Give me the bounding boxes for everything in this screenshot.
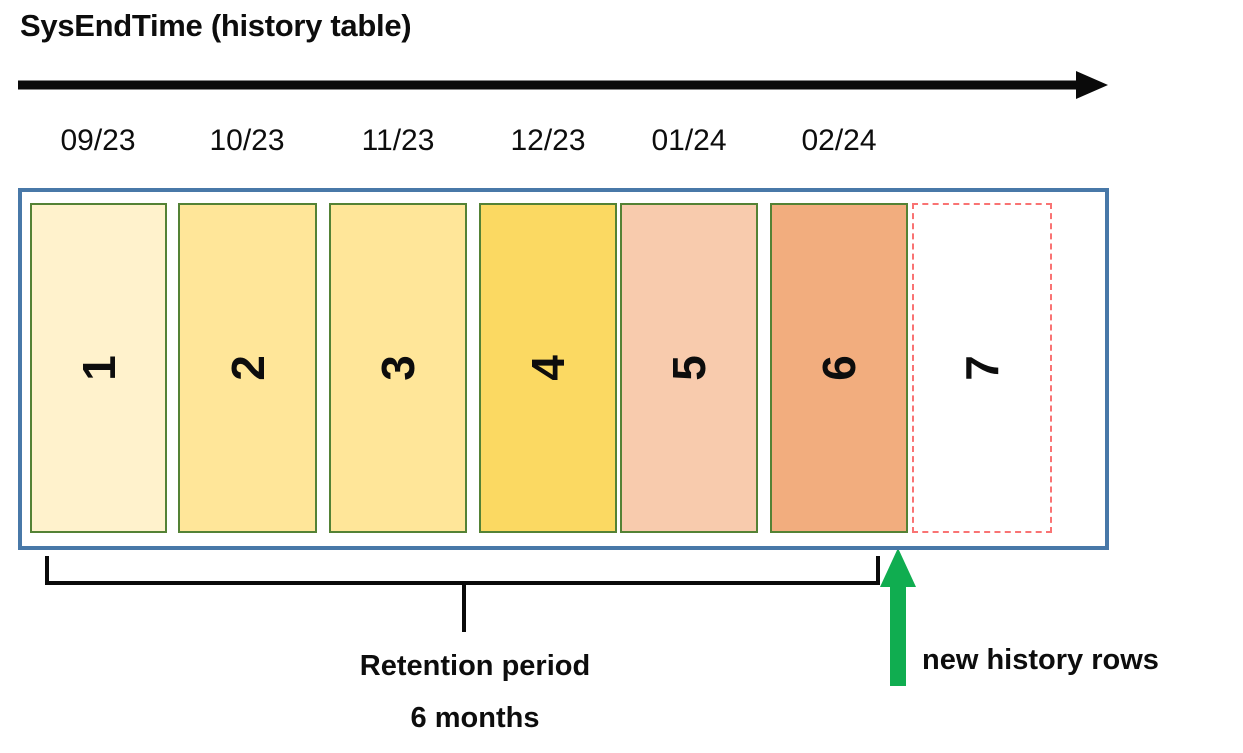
month-label: 12/23	[510, 124, 586, 157]
month-label: 09/23	[60, 124, 136, 157]
month-label: 11/23	[361, 124, 435, 157]
partition-5: 5	[620, 203, 758, 533]
partition-1: 1	[30, 203, 167, 533]
partition-number: 6	[813, 355, 865, 381]
partition-2: 2	[178, 203, 317, 533]
month-label: 02/24	[801, 124, 877, 157]
partition-number: 7	[956, 355, 1008, 381]
green-arrowhead	[880, 548, 916, 587]
partition-number: 2	[221, 355, 274, 381]
retention-bracket	[45, 556, 880, 632]
new-history-rows-arrow-icon	[880, 548, 916, 686]
partition-4: 4	[479, 203, 617, 533]
timeline-arrowhead	[1076, 71, 1108, 99]
month-label: 10/23	[209, 124, 285, 157]
partition-6: 6	[770, 203, 908, 533]
partition-number: 1	[72, 355, 125, 381]
timeline-arrow-icon	[18, 71, 1108, 99]
partition-number: 5	[663, 355, 715, 381]
retention-duration-label: 6 months	[410, 702, 540, 734]
month-label: 01/24	[651, 124, 727, 157]
history-table-box: 1 2 3 4 5 6 7	[18, 188, 1109, 550]
retention-period-label: Retention period	[359, 650, 591, 682]
partition-3: 3	[329, 203, 467, 533]
new-history-rows-label: new history rows	[922, 644, 1159, 676]
partition-number: 4	[522, 355, 574, 381]
page-title: SysEndTime (history table)	[20, 8, 412, 43]
partition-7: 7	[912, 203, 1052, 533]
green-arrow-shaft	[890, 582, 906, 686]
partition-number: 3	[372, 355, 424, 381]
